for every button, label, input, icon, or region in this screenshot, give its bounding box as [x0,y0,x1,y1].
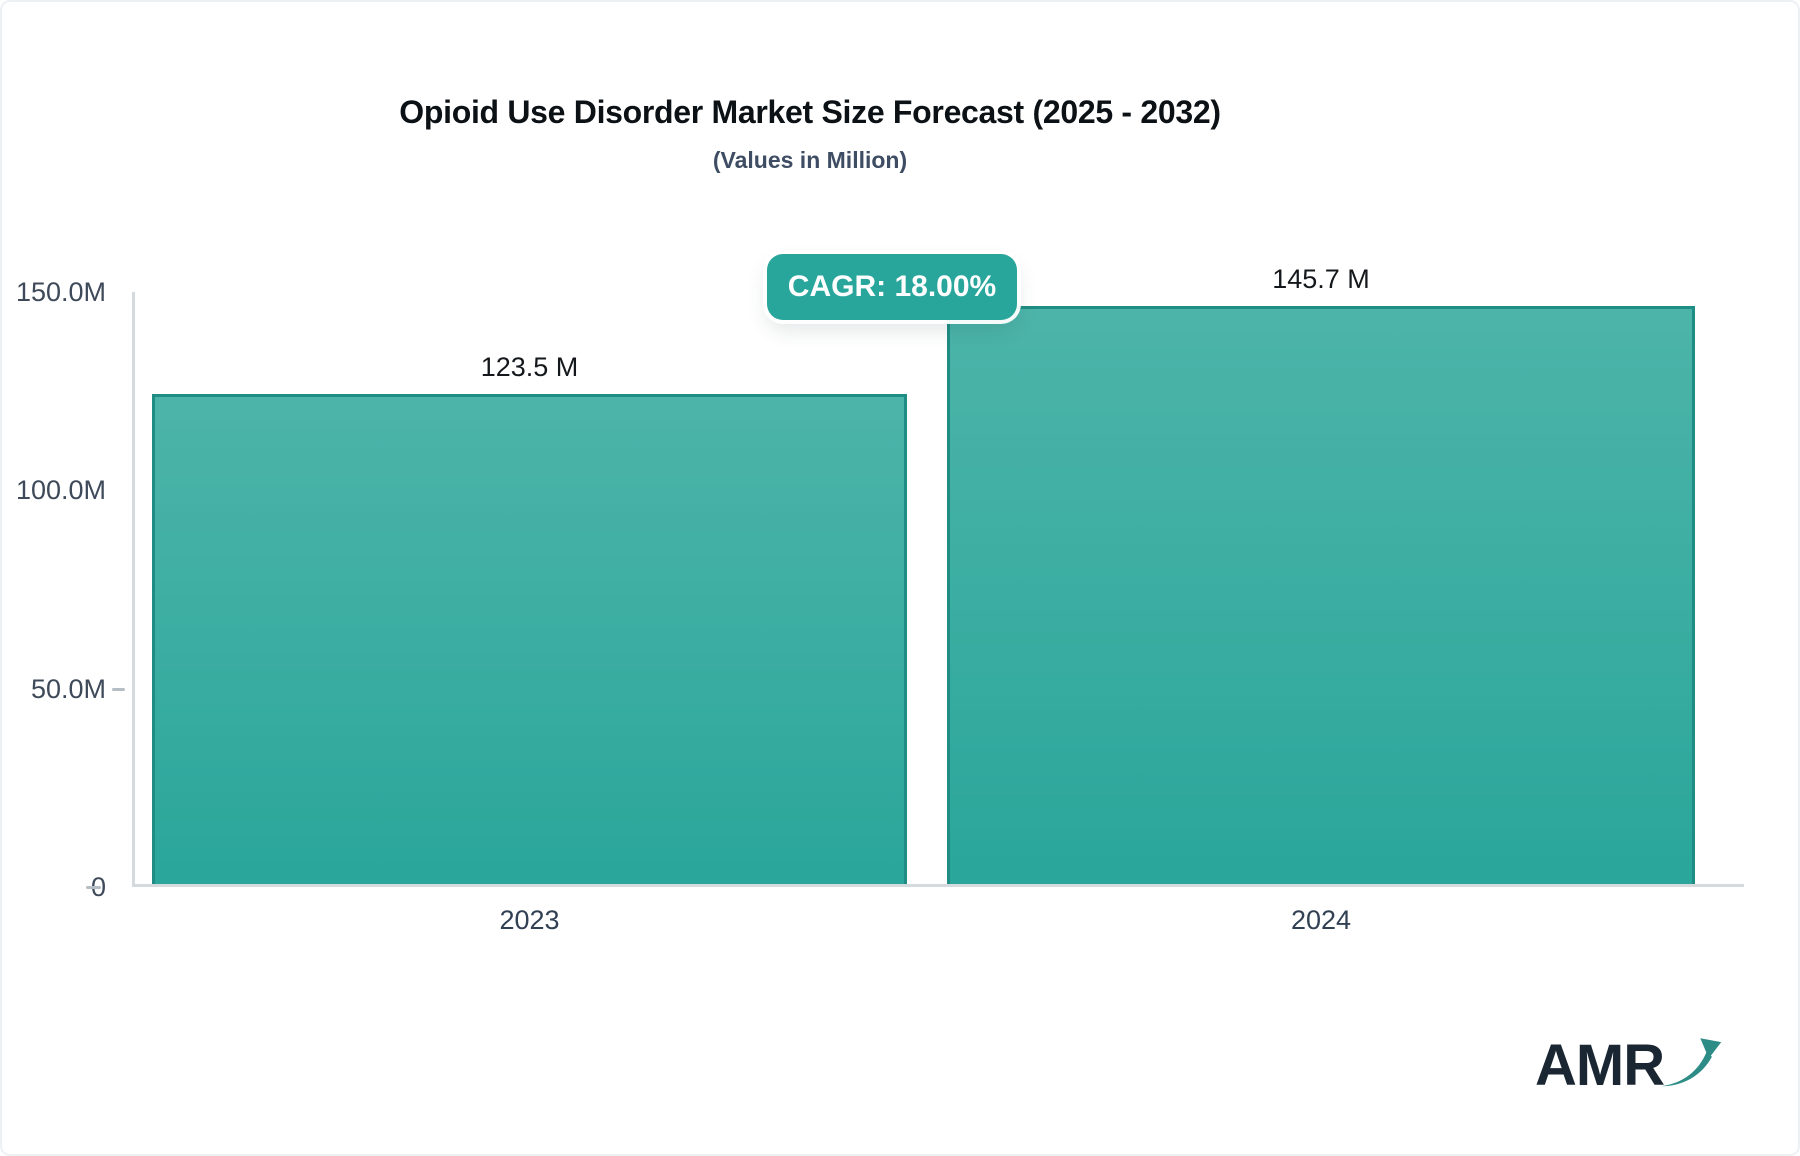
cagr-badge-label: CAGR: 18.00% [787,270,997,303]
y-axis-tick-50m: 50.0M [30,674,106,704]
chart-subtitle: (Values in Million) [712,147,908,173]
y-axis-tick-150m: 150.0M [15,277,106,307]
x-axis-label-2024: 2024 [1290,905,1352,935]
plot-area: 123.5 M 2023 145.7 M 2024 [132,264,1744,935]
bar-2024: 145.7 M 2024 [947,264,1695,935]
cagr-badge: CAGR: 18.00% [767,254,1017,320]
y-axis-tickmark-0 [86,886,101,889]
bar-2024-value-label: 145.7 M [1272,264,1370,294]
y-axis-tickmark-50m [112,688,125,691]
amr-logo: AMR [1535,1032,1722,1099]
chart-header: Opioid Use Disorder Market Size Forecast… [2,94,1618,174]
amr-logo-text: AMR [1535,1033,1665,1098]
growth-arrow-icon [1661,1037,1722,1086]
bar-2023: 123.5 M 2023 [152,352,907,935]
chart-title: Opioid Use Disorder Market Size Forecast… [399,94,1221,130]
x-axis-label-2023: 2023 [499,905,560,935]
y-axis-tick-100m: 100.0M [15,475,106,505]
bar-2023-value-label: 123.5 M [480,352,579,382]
